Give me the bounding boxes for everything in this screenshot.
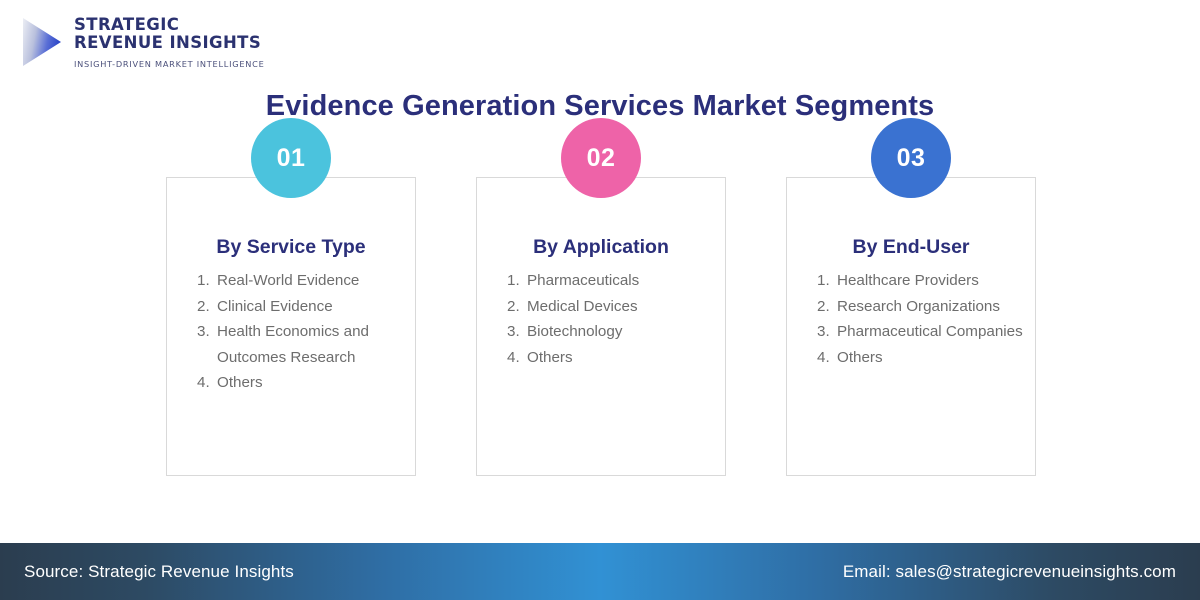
list-item: Others <box>507 345 573 370</box>
list-item: Clinical Evidence <box>197 294 333 319</box>
list-item: Healthcare Providers <box>817 268 979 293</box>
list-item: Biotechnology <box>507 319 623 344</box>
segment-list-service-type: Real-World Evidence Clinical Evidence He… <box>167 268 415 396</box>
list-item: Pharmaceuticals <box>507 268 640 293</box>
list-item: Others <box>197 370 263 395</box>
list-item: Research Organizations <box>817 294 1000 319</box>
list-item: Pharmaceutical Companies <box>817 319 1023 344</box>
list-item: Health Economics and Outcomes Research <box>197 319 369 366</box>
footer-bar: Source: Strategic Revenue Insights Email… <box>0 543 1200 600</box>
list-item: Others <box>817 345 883 370</box>
list-item: Real-World Evidence <box>197 268 360 293</box>
segment-card-end-user: 03 By End-User Healthcare Providers Rese… <box>786 118 1036 476</box>
segment-badge-01: 01 <box>251 118 331 198</box>
list-item: Medical Devices <box>507 294 638 319</box>
footer-source: Source: Strategic Revenue Insights <box>24 561 294 581</box>
segment-list-application: Pharmaceuticals Medical Devices Biotechn… <box>477 268 725 370</box>
page-title: Evidence Generation Services Market Segm… <box>265 90 935 122</box>
segment-card-application: 02 By Application Pharmaceuticals Medica… <box>476 118 726 476</box>
brand-logo: STRATEGIC REVENUE INSIGHTS INSIGHT-DRIVE… <box>20 15 265 69</box>
segment-heading-end-user: By End-User <box>852 236 970 258</box>
brand-name-line1: STRATEGIC <box>74 15 180 34</box>
segment-heading-application: By Application <box>533 236 669 258</box>
brand-wordmark: STRATEGIC REVENUE INSIGHTS INSIGHT-DRIVE… <box>74 15 265 69</box>
segment-badge-02: 02 <box>561 118 641 198</box>
segment-card-service-type: 01 By Service Type Real-World Evidence C… <box>166 118 416 476</box>
footer-email[interactable]: Email: sales@strategicrevenueinsights.co… <box>842 561 1176 581</box>
segment-list-end-user: Healthcare Providers Research Organizati… <box>787 268 1035 370</box>
segment-badge-number: 01 <box>276 143 306 172</box>
chevron-arrow-icon <box>20 16 64 68</box>
brand-name-line2: REVENUE INSIGHTS <box>74 33 262 53</box>
segment-badge-03: 03 <box>871 118 951 198</box>
segment-badge-number: 02 <box>586 143 616 172</box>
segment-badge-number: 03 <box>896 143 926 172</box>
segment-card-group: 01 By Service Type Real-World Evidence C… <box>166 118 1036 476</box>
segment-heading-service-type: By Service Type <box>216 236 366 258</box>
brand-tagline: INSIGHT-DRIVEN MARKET INTELLIGENCE <box>74 58 265 69</box>
